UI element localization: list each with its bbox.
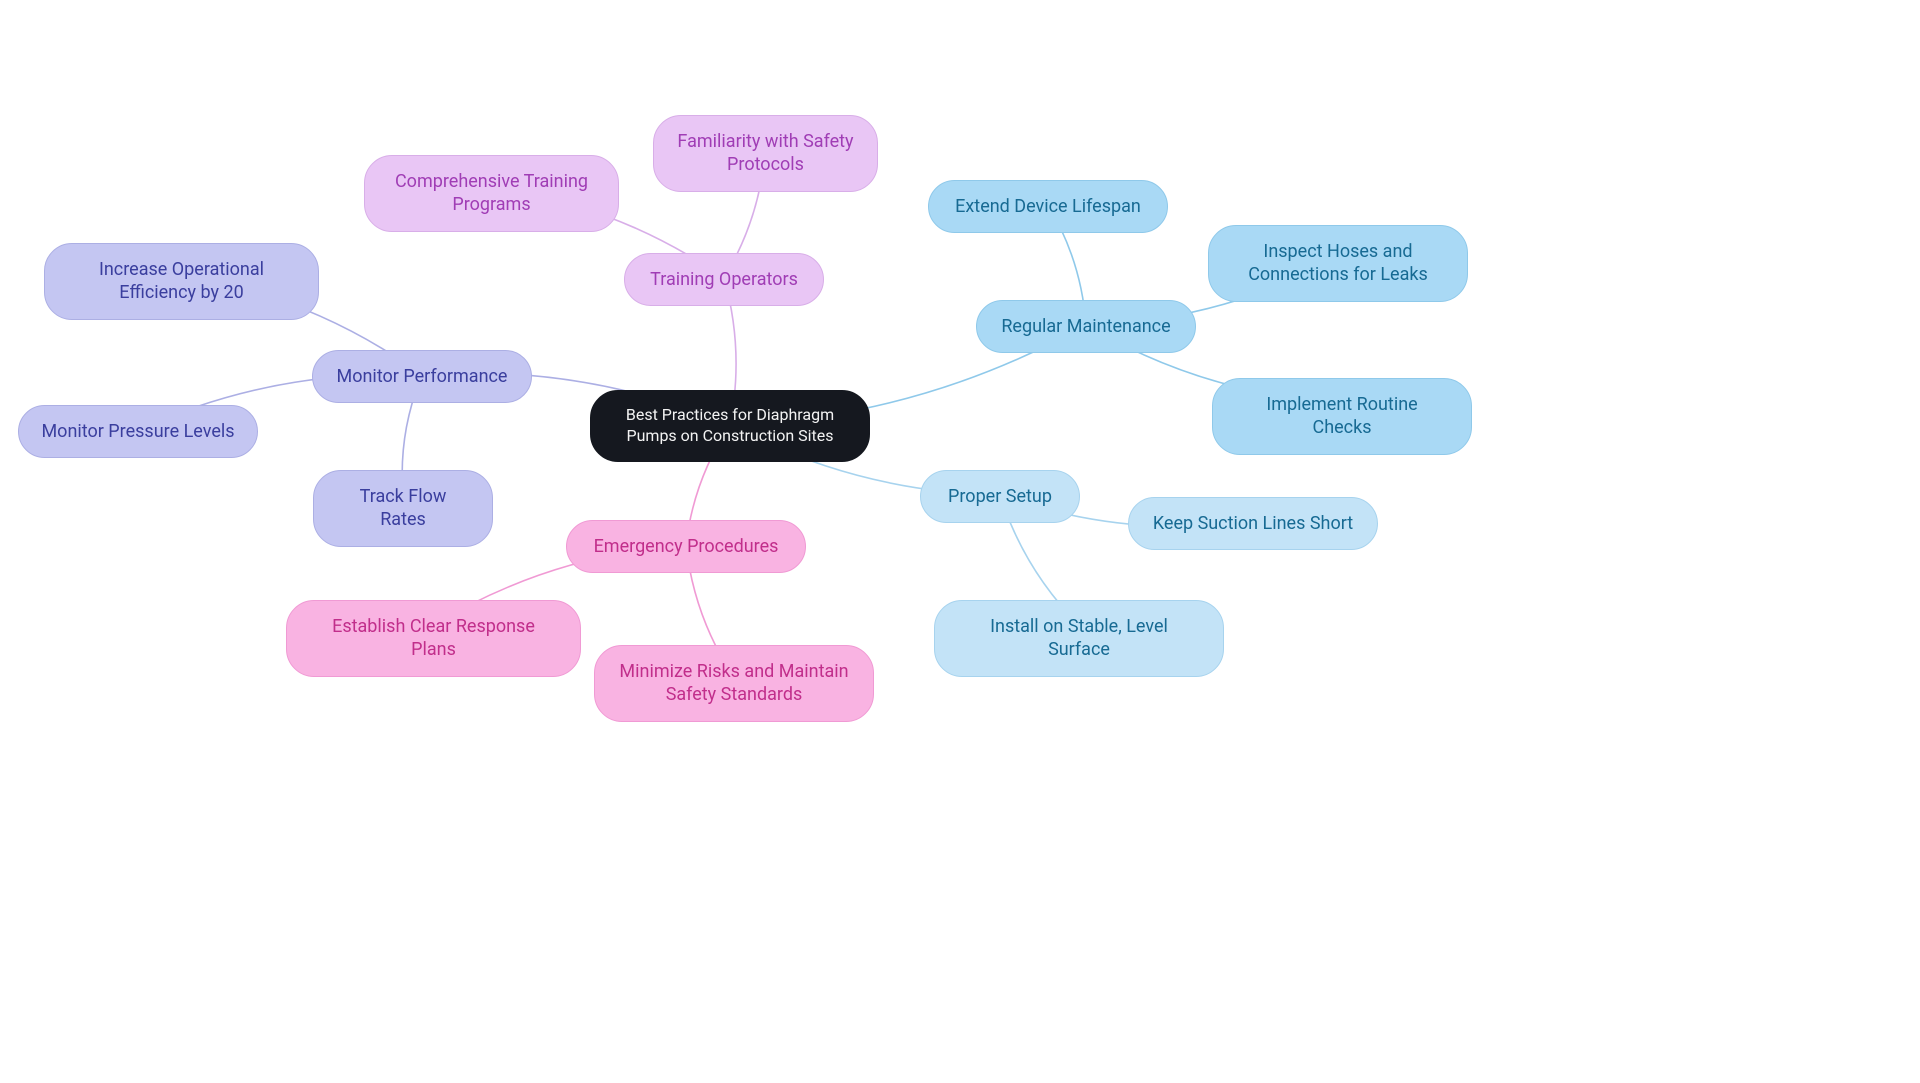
node-suction_short: Keep Suction Lines Short [1128, 497, 1378, 550]
node-emergency: Emergency Procedures [566, 520, 806, 573]
node-proper_setup: Proper Setup [920, 470, 1080, 523]
node-safety_protocols: Familiarity with Safety Protocols [653, 115, 878, 192]
node-routine_checks: Implement Routine Checks [1212, 378, 1472, 455]
node-training_programs: Comprehensive Training Programs [364, 155, 619, 232]
node-efficiency_20: Increase Operational Efficiency by 20 [44, 243, 319, 320]
node-center: Best Practices for Diaphragm Pumps on Co… [590, 390, 870, 462]
node-response_plans: Establish Clear Response Plans [286, 600, 581, 677]
edge-layer [0, 0, 1920, 1083]
node-extend_life: Extend Device Lifespan [928, 180, 1168, 233]
node-reg_maint: Regular Maintenance [976, 300, 1196, 353]
node-monitor_perf: Monitor Performance [312, 350, 532, 403]
node-training_ops: Training Operators [624, 253, 824, 306]
node-stable_surface: Install on Stable, Level Surface [934, 600, 1224, 677]
node-pressure_levels: Monitor Pressure Levels [18, 405, 258, 458]
node-flow_rates: Track Flow Rates [313, 470, 493, 547]
node-inspect_hoses: Inspect Hoses and Connections for Leaks [1208, 225, 1468, 302]
node-minimize_risks: Minimize Risks and Maintain Safety Stand… [594, 645, 874, 722]
